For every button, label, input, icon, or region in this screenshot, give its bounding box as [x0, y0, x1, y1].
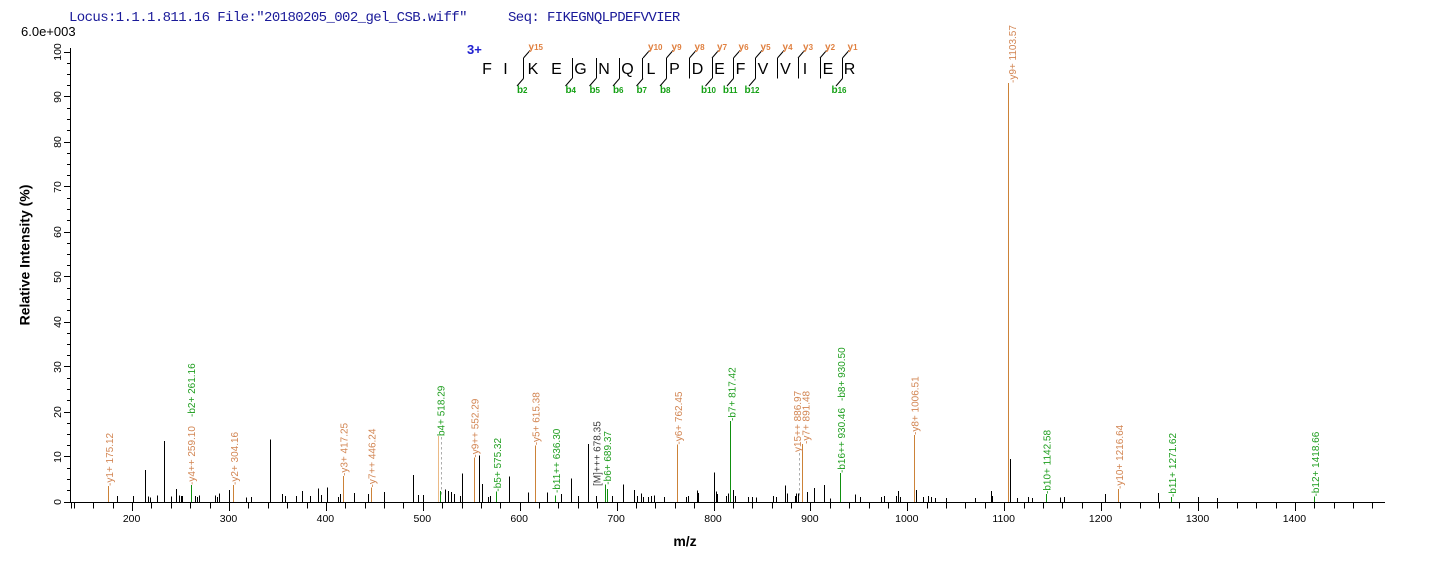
svg-text:V: V: [758, 61, 769, 78]
svg-text:40: 40: [52, 316, 64, 328]
svg-text:y10: y10: [648, 42, 663, 53]
svg-text:1000: 1000: [895, 513, 919, 525]
svg-text:-y6+ 762.45: -y6+ 762.45: [674, 391, 685, 445]
svg-text:0: 0: [52, 499, 64, 505]
svg-text:900: 900: [801, 513, 819, 525]
svg-text:F: F: [736, 61, 746, 78]
svg-text:m/z: m/z: [673, 533, 696, 549]
svg-text:-b12+ 1418.66: -b12+ 1418.66: [1311, 431, 1322, 496]
svg-text:80: 80: [52, 136, 64, 148]
svg-text:-y1+ 175.12: -y1+ 175.12: [105, 432, 116, 486]
svg-text:y1: y1: [848, 42, 859, 53]
svg-text:[M]+++ 678.35: [M]+++ 678.35: [593, 421, 604, 486]
svg-text:b4: b4: [565, 85, 576, 96]
svg-text:-b10+ 1142.58: -b10+ 1142.58: [1043, 430, 1054, 494]
svg-text:-b11+ 1271.62: -b11+ 1271.62: [1168, 433, 1179, 497]
svg-text:y6: y6: [739, 42, 750, 53]
svg-text:Q: Q: [621, 61, 633, 78]
svg-text:10: 10: [52, 451, 64, 463]
svg-text:200: 200: [123, 513, 141, 525]
svg-text:E: E: [714, 61, 725, 78]
svg-text:400: 400: [317, 513, 335, 525]
svg-text:I: I: [803, 61, 807, 78]
svg-text:1100: 1100: [992, 513, 1015, 525]
svg-text:y3: y3: [803, 42, 814, 53]
svg-text:-b16++ 930.46: -b16++ 930.46: [837, 408, 848, 473]
svg-text:-y7+ 891.48: -y7+ 891.48: [802, 390, 813, 444]
svg-text:b16: b16: [831, 85, 847, 96]
svg-text:b4+ 518.29: b4+ 518.29: [437, 385, 448, 436]
svg-text:y15++ 886.97: y15++ 886.97: [793, 390, 804, 452]
svg-text:b7: b7: [636, 85, 647, 96]
svg-text:Relative Intensity (%): Relative Intensity (%): [17, 185, 33, 326]
svg-text:-y9+ 1103.57: -y9+ 1103.57: [1008, 25, 1019, 83]
svg-text:1300: 1300: [1186, 513, 1210, 525]
svg-text:6.0e+003: 6.0e+003: [21, 24, 76, 39]
svg-text:-y3+ 417.25: -y3+ 417.25: [340, 422, 351, 476]
svg-text:-y4++ 259.10: -y4++ 259.10: [187, 426, 198, 485]
svg-text:-b5+ 575.32: -b5+ 575.32: [493, 438, 504, 492]
svg-text:b11: b11: [723, 85, 738, 96]
svg-text:F: F: [482, 61, 492, 78]
svg-text:b8: b8: [660, 85, 671, 96]
svg-text:-y10+ 1216.64: -y10+ 1216.64: [1115, 424, 1126, 489]
svg-text:-y9++ 552.29: -y9++ 552.29: [471, 398, 482, 457]
svg-text:E: E: [551, 61, 562, 78]
svg-text:1200: 1200: [1089, 513, 1113, 525]
svg-text:300: 300: [220, 513, 238, 525]
svg-text:y15: y15: [529, 42, 544, 53]
svg-text:600: 600: [510, 513, 528, 525]
svg-text:20: 20: [52, 406, 64, 418]
svg-text:G: G: [574, 61, 586, 78]
svg-text:50: 50: [52, 271, 64, 283]
svg-text:-b11++ 636.30: -b11++ 636.30: [552, 428, 563, 493]
svg-text:500: 500: [414, 513, 432, 525]
svg-text:Locus:1.1.1.811.16 File:"20180: Locus:1.1.1.811.16 File:"20180205_002_ge…: [69, 10, 467, 26]
svg-text:-y7++ 446.24: -y7++ 446.24: [368, 428, 379, 487]
svg-text:b6: b6: [613, 85, 624, 96]
svg-text:E: E: [823, 61, 834, 78]
svg-text:b10: b10: [701, 85, 717, 96]
svg-text:100: 100: [52, 43, 64, 61]
svg-text:K: K: [528, 61, 539, 78]
svg-text:D: D: [692, 61, 704, 78]
svg-text:3+: 3+: [467, 42, 482, 57]
svg-text:Seq: FIKEGNQLPDEFVVIER: Seq: FIKEGNQLPDEFVVIER: [508, 10, 681, 26]
svg-text:700: 700: [607, 513, 625, 525]
svg-text:30: 30: [52, 361, 64, 373]
svg-text:-b7+ 817.42: -b7+ 817.42: [727, 367, 738, 421]
svg-text:N: N: [598, 61, 610, 78]
svg-text:-b6+ 689.37: -b6+ 689.37: [603, 431, 614, 485]
svg-text:I: I: [503, 61, 507, 78]
svg-text:60: 60: [52, 226, 64, 238]
svg-text:L: L: [647, 61, 656, 78]
svg-text:-y5+ 615.38: -y5+ 615.38: [532, 392, 543, 446]
svg-text:-y8+ 1006.51: -y8+ 1006.51: [911, 376, 922, 435]
svg-text:-b2+ 261.16: -b2+ 261.16: [187, 363, 198, 417]
svg-text:70: 70: [52, 181, 64, 193]
svg-text:b12: b12: [744, 85, 760, 96]
svg-text:-b8+ 930.50: -b8+ 930.50: [837, 347, 848, 401]
svg-text:R: R: [844, 61, 856, 78]
svg-text:b2: b2: [517, 85, 528, 96]
svg-text:800: 800: [704, 513, 722, 525]
svg-text:-y2+ 304.16: -y2+ 304.16: [230, 431, 241, 485]
svg-text:y4: y4: [783, 42, 794, 53]
svg-text:y2: y2: [825, 42, 836, 53]
svg-text:b5: b5: [589, 85, 600, 96]
svg-text:V: V: [780, 61, 791, 78]
svg-text:y7: y7: [717, 42, 728, 53]
svg-text:90: 90: [52, 91, 64, 103]
svg-text:y9: y9: [672, 42, 683, 53]
svg-text:y8: y8: [695, 42, 706, 53]
svg-text:y5: y5: [761, 42, 772, 53]
svg-text:1400: 1400: [1283, 513, 1307, 525]
svg-text:P: P: [669, 61, 680, 78]
